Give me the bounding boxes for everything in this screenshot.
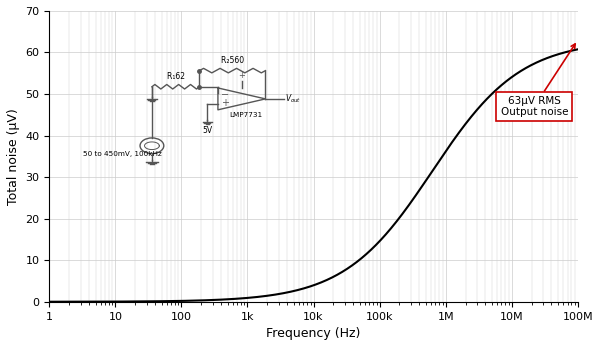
X-axis label: Frequency (Hz): Frequency (Hz) [266,327,361,340]
Text: LMP7731: LMP7731 [229,112,262,118]
Text: R​₂​560: R​₂​560 [221,56,244,65]
Text: $V_{out}$: $V_{out}$ [285,93,301,105]
Text: 63μV RMS
Output noise: 63μV RMS Output noise [500,44,575,117]
Text: R​₁​62: R​₁​62 [167,72,185,81]
Text: +: + [238,71,245,80]
Text: 50 to 450mV, 100kHz: 50 to 450mV, 100kHz [83,151,162,158]
Y-axis label: Total noise (μV): Total noise (μV) [7,108,20,205]
Text: 5V: 5V [202,126,212,135]
Text: −: − [221,90,229,100]
Text: +: + [221,98,229,108]
